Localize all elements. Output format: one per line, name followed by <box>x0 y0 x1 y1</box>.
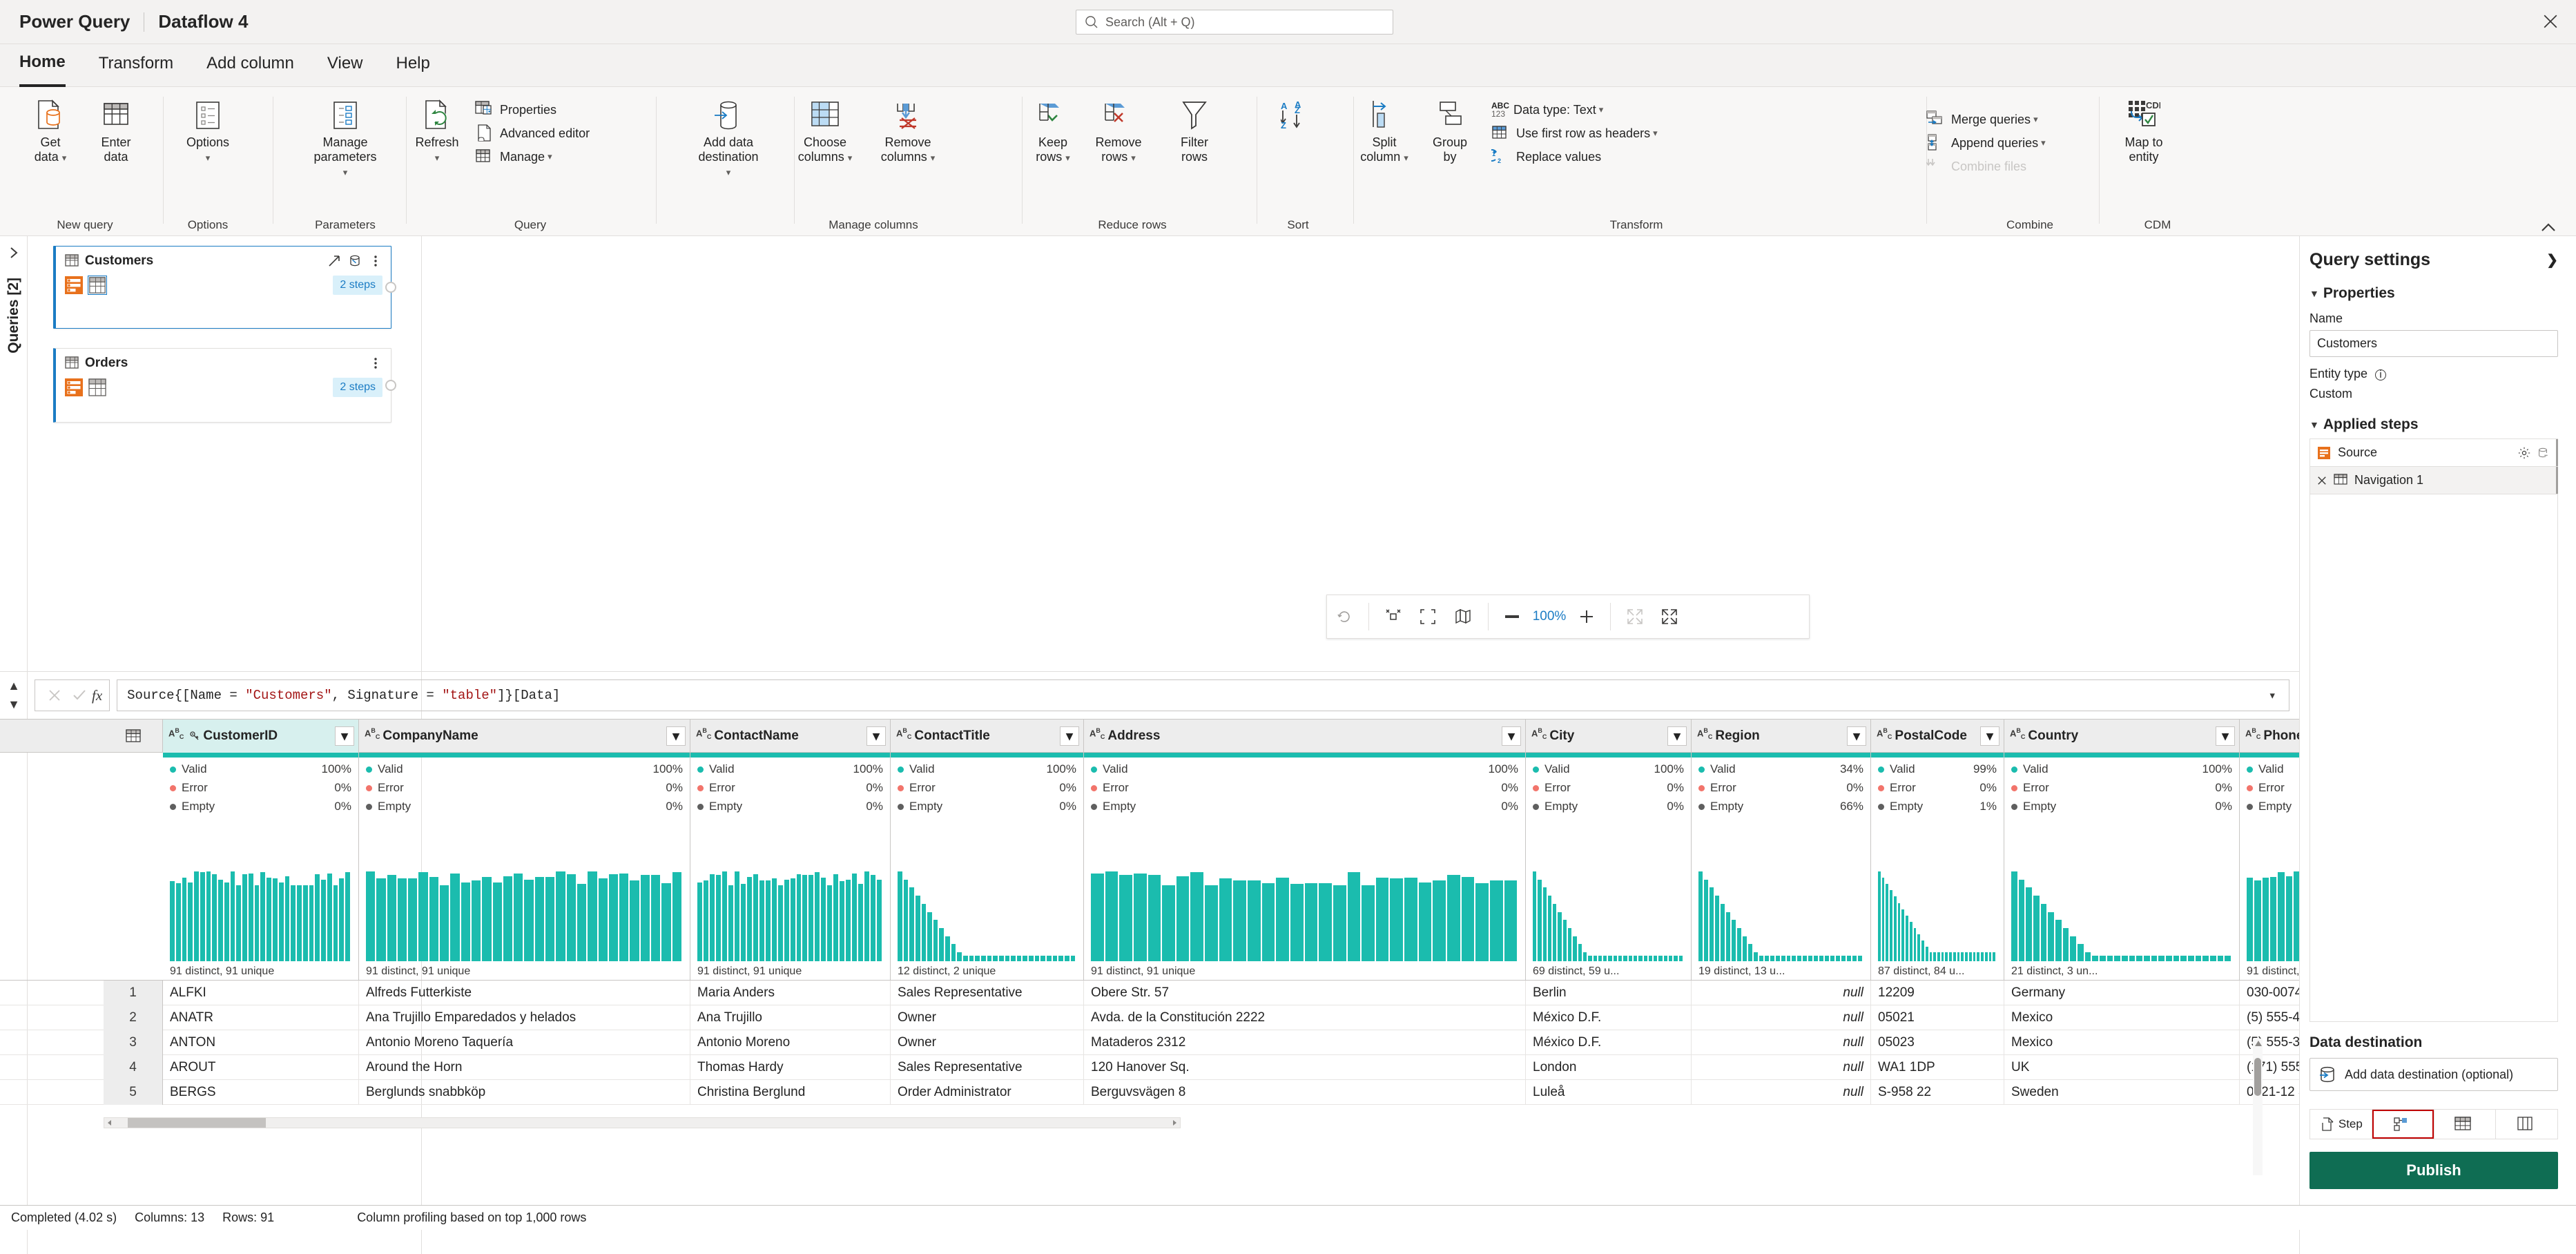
svg-text:A: A <box>1281 101 1288 111</box>
svg-text:2: 2 <box>1498 157 1501 164</box>
svg-text:CDM: CDM <box>2146 100 2160 110</box>
svg-text:A: A <box>1295 99 1301 110</box>
svg-text:Z: Z <box>1281 120 1286 131</box>
svg-text:1: 1 <box>1492 151 1495 157</box>
